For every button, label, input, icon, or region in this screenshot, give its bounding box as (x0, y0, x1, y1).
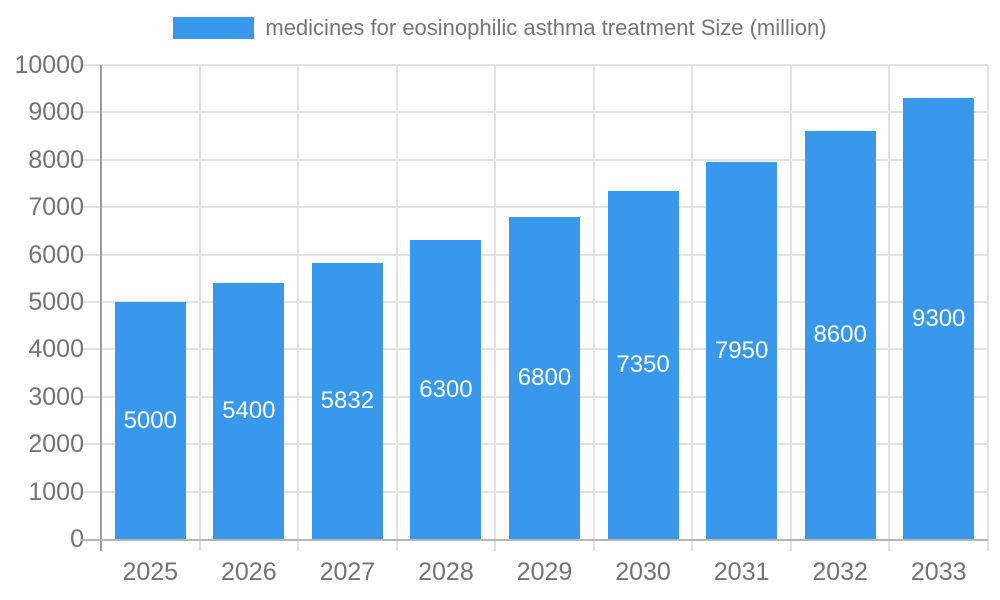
y-axis-tick-label-6000: 6000 (28, 240, 84, 269)
bar-2031[interactable]: 7950 (706, 162, 778, 539)
y-axis-tick-label-7000: 7000 (28, 193, 84, 222)
gridline-y-8000 (81, 158, 988, 161)
x-axis-tick-7 (789, 539, 792, 551)
gridline-x-boundary-5 (592, 65, 595, 539)
gridline-y-9000 (81, 111, 988, 114)
legend-label: medicines for eosinophilic asthma treatm… (265, 15, 827, 40)
gridline-x-boundary-7 (789, 65, 792, 539)
gridline-x-boundary-9 (987, 65, 989, 539)
bar-2025[interactable]: 5000 (114, 302, 186, 539)
bar-2029[interactable]: 6800 (509, 216, 580, 539)
gridline-x-boundary-1 (198, 65, 201, 539)
x-axis-tick-5 (592, 539, 595, 551)
x-axis-tick-1 (198, 539, 201, 551)
bar-value-label-2028: 6300 (419, 375, 473, 403)
x-axis-tick-9 (987, 539, 989, 551)
bar-2026[interactable]: 5400 (213, 283, 285, 539)
x-axis-tick-8 (888, 539, 891, 551)
x-axis-line (81, 539, 988, 541)
y-axis-tick-label-10000: 10000 (14, 51, 84, 79)
x-axis-label-2032: 2032 (812, 558, 868, 586)
x-axis-label-2025: 2025 (122, 558, 179, 586)
bar-value-label-2027: 5832 (320, 386, 375, 414)
bar-value-label-2026: 5400 (222, 397, 276, 424)
bar-2030[interactable]: 7350 (607, 190, 679, 539)
gridline-y-10000 (81, 64, 988, 66)
bar-value-label-2030: 7350 (616, 350, 670, 378)
x-axis-label-2027: 2027 (319, 558, 376, 586)
gridline-x-boundary-3 (395, 65, 398, 539)
y-axis-tick-label-9000: 9000 (28, 98, 84, 127)
x-axis-tick-6 (691, 539, 694, 551)
bar-2027[interactable]: 5832 (311, 262, 383, 539)
y-axis-line (100, 65, 102, 551)
legend-swatch (173, 17, 255, 39)
bar-value-label-2032: 8600 (813, 321, 867, 349)
bar-value-label-2031: 7950 (714, 336, 769, 364)
x-axis-label-2031: 2031 (713, 558, 770, 586)
bar-value-label-2029: 6800 (517, 363, 572, 391)
bar-value-label-2033: 9300 (912, 304, 966, 332)
x-axis-tick-2 (297, 539, 300, 551)
y-axis-tick-label-8000: 8000 (28, 145, 84, 174)
gridline-x-boundary-4 (494, 65, 497, 539)
x-axis-label-2033: 2033 (910, 558, 967, 586)
x-axis-label-2029: 2029 (516, 558, 573, 586)
y-axis-tick-label-4000: 4000 (28, 335, 84, 364)
gridline-y-7000 (81, 206, 988, 209)
gridline-x-boundary-6 (691, 65, 694, 539)
x-axis-label-2030: 2030 (615, 558, 671, 586)
y-axis-tick-label-3000: 3000 (28, 382, 84, 411)
bar-2033[interactable]: 9300 (903, 98, 975, 539)
bar-value-label-2025: 5000 (123, 406, 177, 434)
x-axis-label-2028: 2028 (418, 558, 474, 586)
bar-2028[interactable]: 6300 (410, 240, 482, 539)
x-axis-label-2026: 2026 (221, 558, 277, 586)
bar-2032[interactable]: 8600 (804, 131, 876, 539)
chart-legend[interactable]: medicines for eosinophilic asthma treatm… (0, 15, 1000, 41)
y-axis-tick-label-2000: 2000 (28, 430, 84, 459)
y-axis-tick-label-5000: 5000 (28, 288, 84, 316)
y-axis-tick-label-1000: 1000 (28, 477, 84, 506)
gridline-x-boundary-8 (888, 65, 891, 539)
gridline-x-boundary-2 (297, 65, 300, 539)
x-axis-tick-4 (494, 539, 497, 551)
x-axis-tick-3 (395, 539, 398, 551)
y-axis-tick-label-0: 0 (70, 525, 84, 553)
